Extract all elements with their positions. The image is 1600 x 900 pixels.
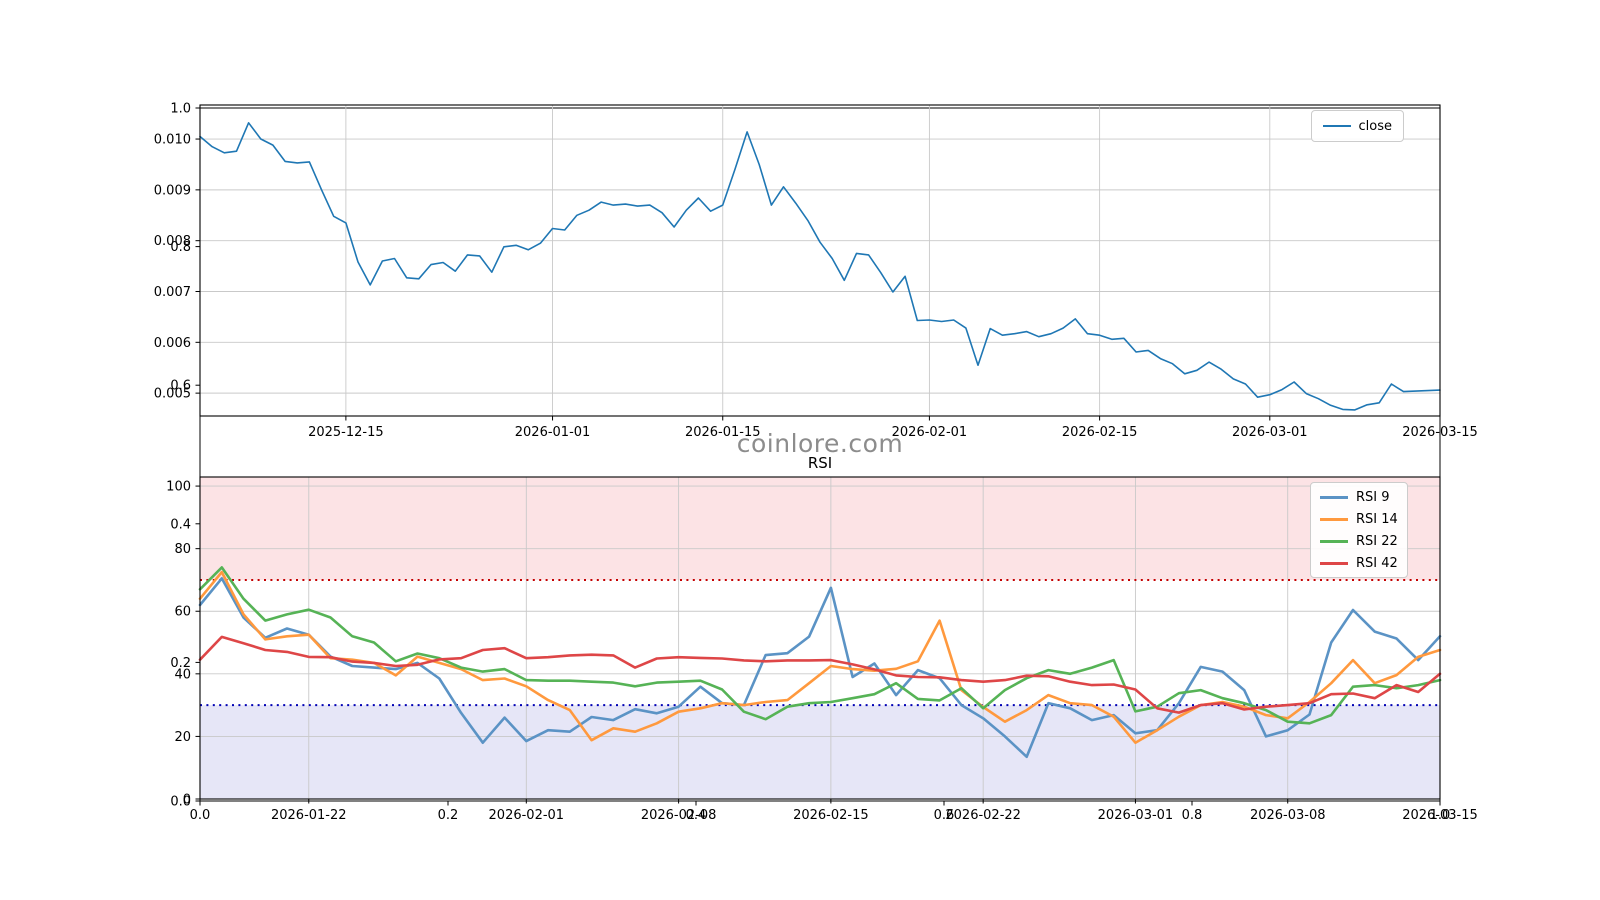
price-chart-spines	[199, 104, 1441, 417]
rsi14-line-swatch	[1320, 517, 1348, 521]
close-line-swatch	[1322, 125, 1351, 127]
hidden-axes-x-tick-label: 1.0	[1430, 808, 1451, 823]
legend-item-rsi9: RSI 9	[1311, 486, 1407, 508]
hidden-axes-spines	[199, 107, 1441, 802]
rsi-chart-x-tick-label: 2026-02-15	[793, 808, 869, 823]
price-chart-y-tick-label: 0.005	[154, 387, 191, 402]
hidden-axes-y-tick-label: 0.4	[170, 517, 191, 532]
rsi-chart-y-tick-label: 40	[174, 667, 191, 682]
price-chart-x-tick-label: 2026-02-15	[1062, 425, 1138, 440]
rsi-chart-series-rsi22	[198, 566, 1442, 725]
rsi22-line-swatch	[1320, 539, 1348, 543]
rsi-chart-series-rsi42	[198, 635, 1442, 714]
price-chart-x-tick-label: 2025-12-15	[308, 425, 384, 440]
price-chart-y-tick-label: 0.008	[154, 234, 191, 249]
price-chart-x-tick-label: 2026-01-01	[515, 425, 591, 440]
price-chart-series-close	[199, 122, 1441, 411]
hidden-axes-x-tick-label: 0.8	[1182, 808, 1203, 823]
rsi-chart-title: RSI	[807, 454, 833, 472]
price-chart-x-tick-label: 2026-03-01	[1232, 425, 1308, 440]
hidden-axes-x-tick-label: 0.4	[686, 808, 707, 823]
price-chart-x-tick-label: 2026-01-15	[685, 425, 761, 440]
rsi-chart-y-tick-label: 80	[174, 542, 191, 557]
watermark: coinlore.com	[736, 429, 904, 458]
legend-item-rsi42: RSI 42	[1311, 552, 1407, 574]
price-chart-y-tick-label: 0.007	[154, 285, 191, 300]
rsi-chart-x-tick-label: 2026-01-22	[271, 808, 347, 823]
hidden-axes-y-tick-label: 1.0	[170, 102, 191, 117]
legend-item-rsi14: RSI 14	[1311, 508, 1407, 530]
hidden-axes-y-tick-label: 0.0	[170, 795, 191, 810]
rsi-chart-y-tick-label: 20	[174, 730, 191, 745]
hidden-axes-x-tick-label: 0.6	[934, 808, 955, 823]
rsi-chart-y-tick-label: 0	[183, 793, 191, 808]
rsi9-line-swatch	[1320, 495, 1348, 499]
rsi-chart-x-tick-label: 2026-02-01	[489, 808, 565, 823]
rsi-chart-spines	[199, 476, 1441, 800]
legend-label-close: close	[1358, 118, 1392, 134]
rsi42-line-swatch	[1320, 561, 1348, 565]
legend-label-rsi9: RSI 9	[1356, 489, 1390, 505]
legend-item-rsi22: RSI 22	[1311, 530, 1407, 552]
rsi-legend: RSI 9 RSI 14 RSI 22 RSI 42	[1310, 482, 1408, 578]
price-chart-y-tick-label: 0.009	[154, 183, 191, 198]
legend-label-rsi42: RSI 42	[1356, 555, 1398, 571]
rsi-chart-x-tick-label: 2026-03-15	[1402, 808, 1478, 823]
hidden-axes-y-tick-label: 0.8	[170, 240, 191, 255]
oversold-band	[200, 705, 1440, 799]
hidden-axes-y-tick-label: 0.2	[170, 656, 191, 671]
price-chart-y-tick-label: 0.010	[154, 133, 191, 148]
overbought-band	[200, 477, 1440, 580]
rsi-chart-x-tick-label: 2026-03-08	[1250, 808, 1326, 823]
legend-label-rsi22: RSI 22	[1356, 533, 1398, 549]
rsi-chart-x-tick-label: 2026-03-01	[1098, 808, 1174, 823]
hidden-axes-y-tick-label: 0.6	[170, 379, 191, 394]
rsi-chart-x-tick-label: 2026-02-22	[945, 808, 1021, 823]
legend-label-rsi14: RSI 14	[1356, 511, 1398, 527]
hidden-axes-x-tick-label: 0.0	[190, 808, 211, 823]
rsi-chart-y-tick-label: 60	[174, 605, 191, 620]
price-chart-x-tick-label: 2026-02-01	[892, 425, 968, 440]
price-chart-x-tick-label: 2026-03-15	[1402, 425, 1478, 440]
hidden-axes-x-tick-label: 0.2	[438, 808, 459, 823]
rsi-chart-x-tick-label: 2026-02-08	[641, 808, 717, 823]
close-legend: close	[1310, 110, 1404, 142]
price-chart-y-tick-label: 0.006	[154, 336, 191, 351]
legend-item-close: close	[1314, 115, 1401, 137]
rsi-chart-y-tick-label: 100	[166, 480, 191, 495]
